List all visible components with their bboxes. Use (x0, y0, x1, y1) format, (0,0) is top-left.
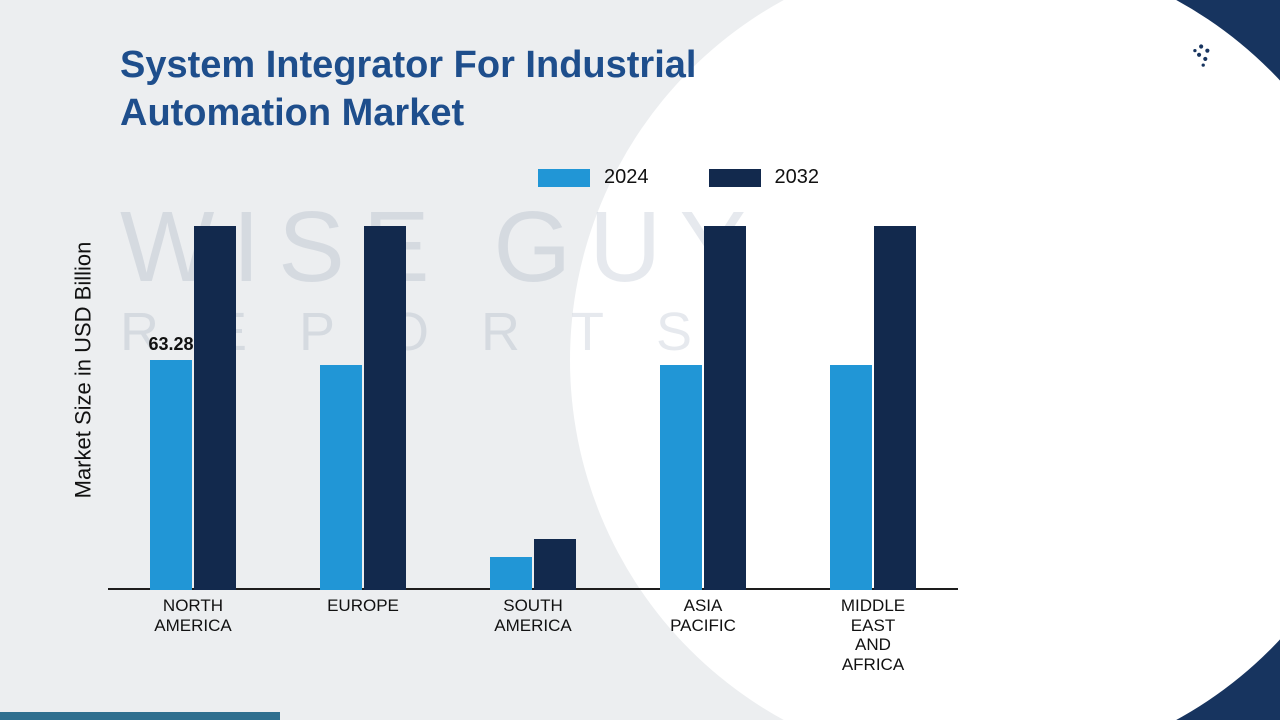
legend-label: 2024 (604, 166, 649, 189)
x-tick-label: SOUTHAMERICA (448, 596, 618, 674)
brand-line2: R E P O R T S (994, 88, 1260, 104)
bar (320, 365, 362, 590)
brand-logo: WISE GUY R E P O R T S (994, 32, 1260, 104)
legend-item: 2032 (709, 166, 820, 189)
bar (490, 557, 532, 590)
bar-group (490, 539, 576, 590)
bar-group (660, 226, 746, 590)
legend-label: 2032 (775, 166, 820, 189)
x-tick-label: ASIAPACIFIC (618, 596, 788, 674)
bar (534, 539, 576, 590)
bar (830, 365, 872, 590)
stage: WISE GUY REPORTS System Integrator For I… (0, 0, 1280, 720)
bar-group (830, 226, 916, 590)
chart-legend: 2024 2032 (538, 166, 819, 189)
x-tick-label: EUROPE (278, 596, 448, 674)
bar-group: 63.28 (150, 226, 236, 590)
bar-value-label: 63.28 (148, 334, 193, 355)
x-tick-label: NORTHAMERICA (108, 596, 278, 674)
x-axis-labels: NORTHAMERICAEUROPESOUTHAMERICAASIAPACIFI… (108, 596, 958, 674)
legend-item: 2024 (538, 166, 649, 189)
head-silhouette-icon (1176, 32, 1218, 90)
y-axis-label: Market Size in USD Billion (70, 242, 96, 499)
legend-swatch (709, 169, 761, 187)
chart: 2024 2032 Market Size in USD Billion 63.2… (68, 160, 968, 690)
legend-swatch (538, 169, 590, 187)
y-axis-label-wrap: Market Size in USD Billion (68, 160, 98, 580)
bar (660, 365, 702, 590)
x-tick-label: MIDDLEEASTANDAFRICA (788, 596, 958, 674)
page-title: System Integrator For Industrial Automat… (120, 42, 760, 137)
bar: 63.28 (150, 360, 192, 590)
plot-area: 63.28 (108, 190, 958, 590)
bar (874, 226, 916, 590)
bar (194, 226, 236, 590)
bar-group (320, 226, 406, 590)
brand-line1: WISE GUY (994, 42, 1168, 81)
bar (364, 226, 406, 590)
bar (704, 226, 746, 590)
bottom-accent-bar (0, 712, 280, 720)
